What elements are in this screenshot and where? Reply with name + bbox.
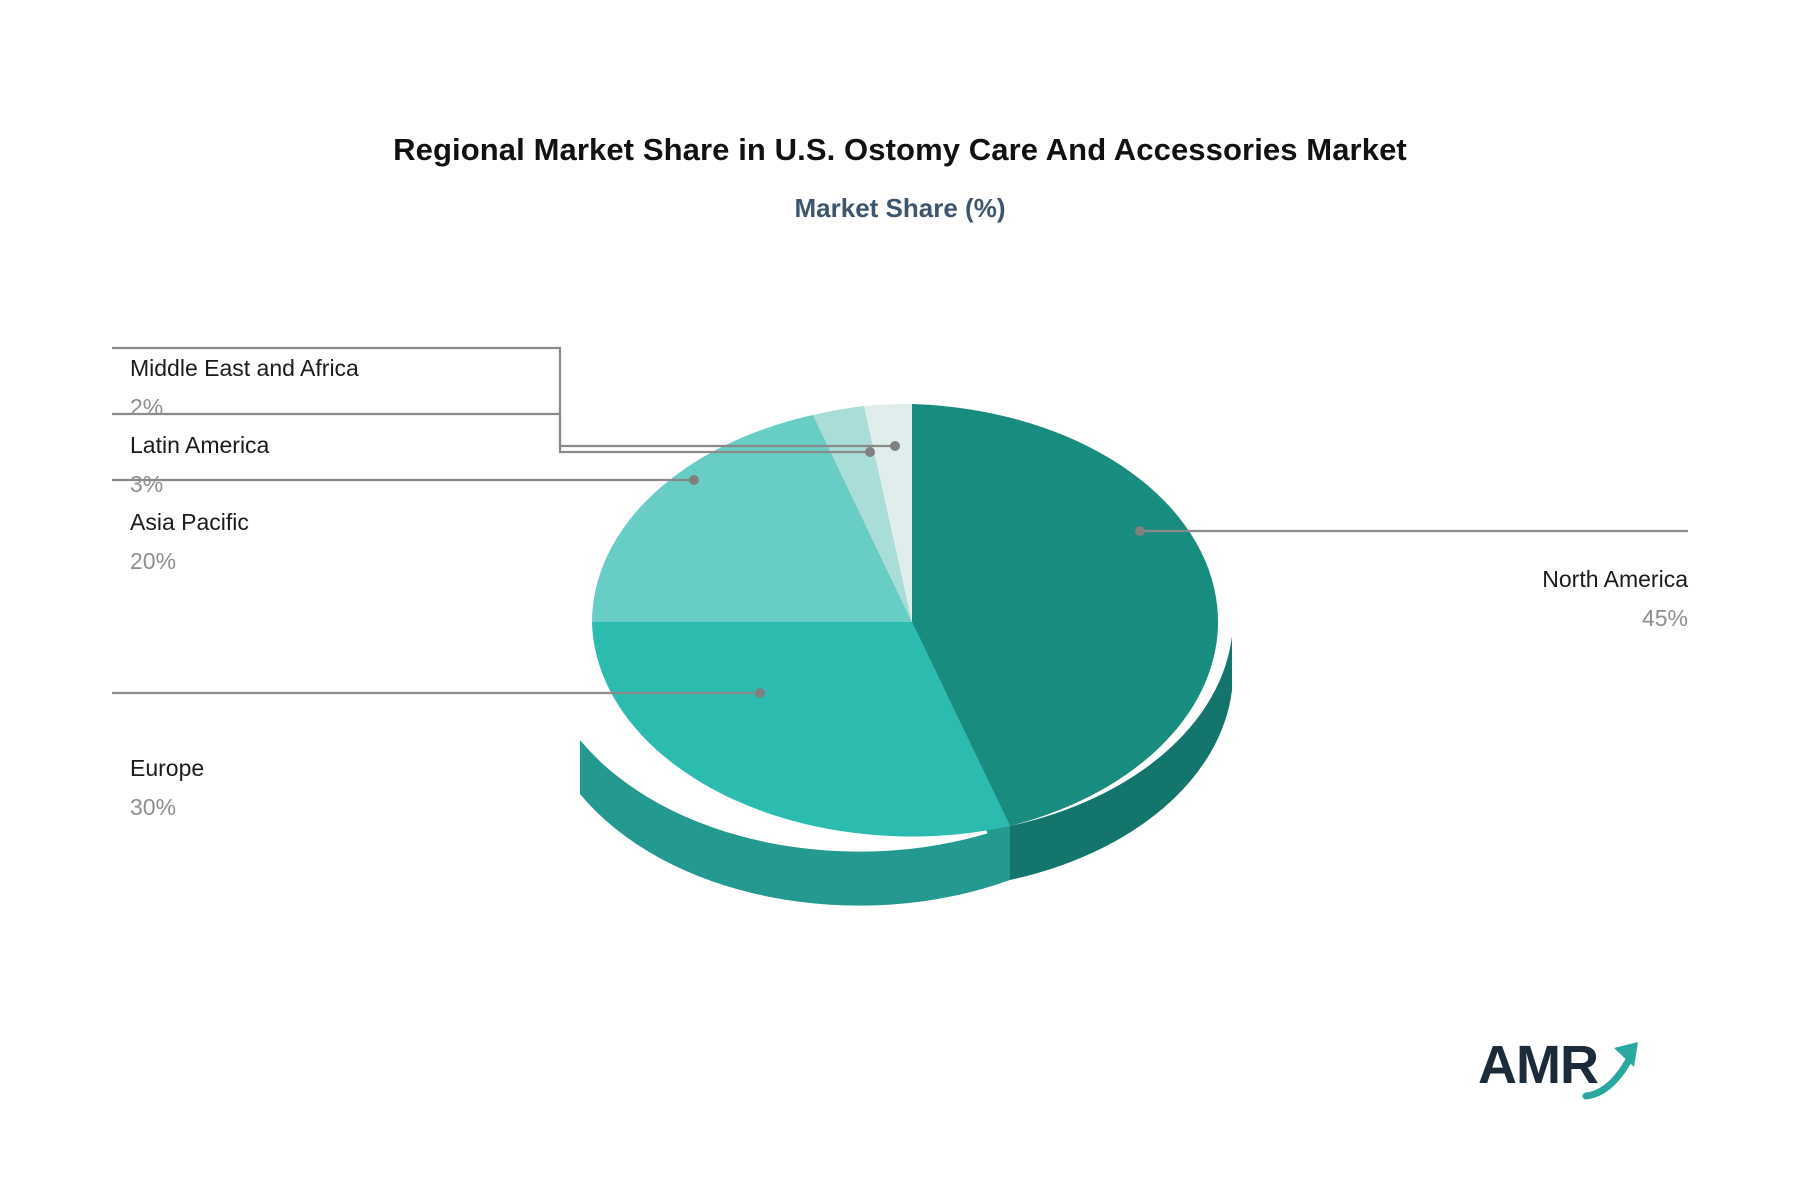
amr-logo-text: AMR: [1478, 1035, 1599, 1095]
callout-value-north-america: 45%: [1641, 605, 1688, 631]
callout-value-asia-pacific: 20%: [130, 548, 177, 574]
callout-north-america[interactable]: North America 45%: [1368, 568, 1688, 630]
leader-dot-asia-pacific: [689, 475, 699, 485]
pie-slices: [592, 403, 1218, 837]
leader-dot-europe: [755, 688, 765, 698]
leader-dot-middle-east-and-africa: [890, 441, 900, 451]
leader-line-latin-america: [112, 412, 870, 454]
pie-side-north-america: [1010, 636, 1232, 880]
pie-slice-europe: [592, 622, 1010, 837]
callout-label-asia-pacific: Asia Pacific: [130, 509, 249, 535]
chart-title: Regional Market Share in U.S. Ostomy Car…: [393, 132, 1407, 167]
callout-label-middle-east-and-africa: Middle East and Africa: [130, 355, 359, 381]
leader-dots: [689, 441, 1145, 698]
callout-value-middle-east-and-africa: 2%: [130, 394, 164, 420]
leader-lines: [112, 346, 1688, 695]
amr-logo[interactable]: AMR: [1478, 1028, 1660, 1104]
callout-asia-pacific[interactable]: Asia Pacific 20%: [130, 511, 249, 573]
chart-subtitle: Market Share (%): [794, 193, 1006, 223]
callout-label-europe: Europe: [130, 755, 205, 781]
pie-side-europe: [580, 740, 1010, 906]
callout-europe[interactable]: Europe 30%: [130, 757, 204, 819]
callout-label-latin-america: Latin America: [130, 432, 270, 458]
callout-middle-east-and-africa[interactable]: Middle East and Africa 2%: [130, 357, 359, 419]
pie-slice-middle-east-and-africa: [864, 403, 912, 622]
callout-latin-america[interactable]: Latin America 3%: [130, 434, 269, 496]
callout-value-latin-america: 3%: [130, 471, 164, 497]
pie-slice-north-america: [912, 404, 1218, 826]
pie-slice-asia-pacific: [592, 415, 912, 622]
leader-dot-latin-america: [865, 447, 875, 457]
callout-value-europe: 30%: [130, 794, 177, 820]
callout-label-north-america: North America: [1542, 566, 1688, 592]
leader-dot-north-america: [1135, 526, 1145, 536]
pie-slice-latin-america: [813, 406, 912, 622]
leader-line-middle-east-and-africa: [112, 346, 895, 448]
growth-arrow-icon: [1582, 1042, 1638, 1100]
